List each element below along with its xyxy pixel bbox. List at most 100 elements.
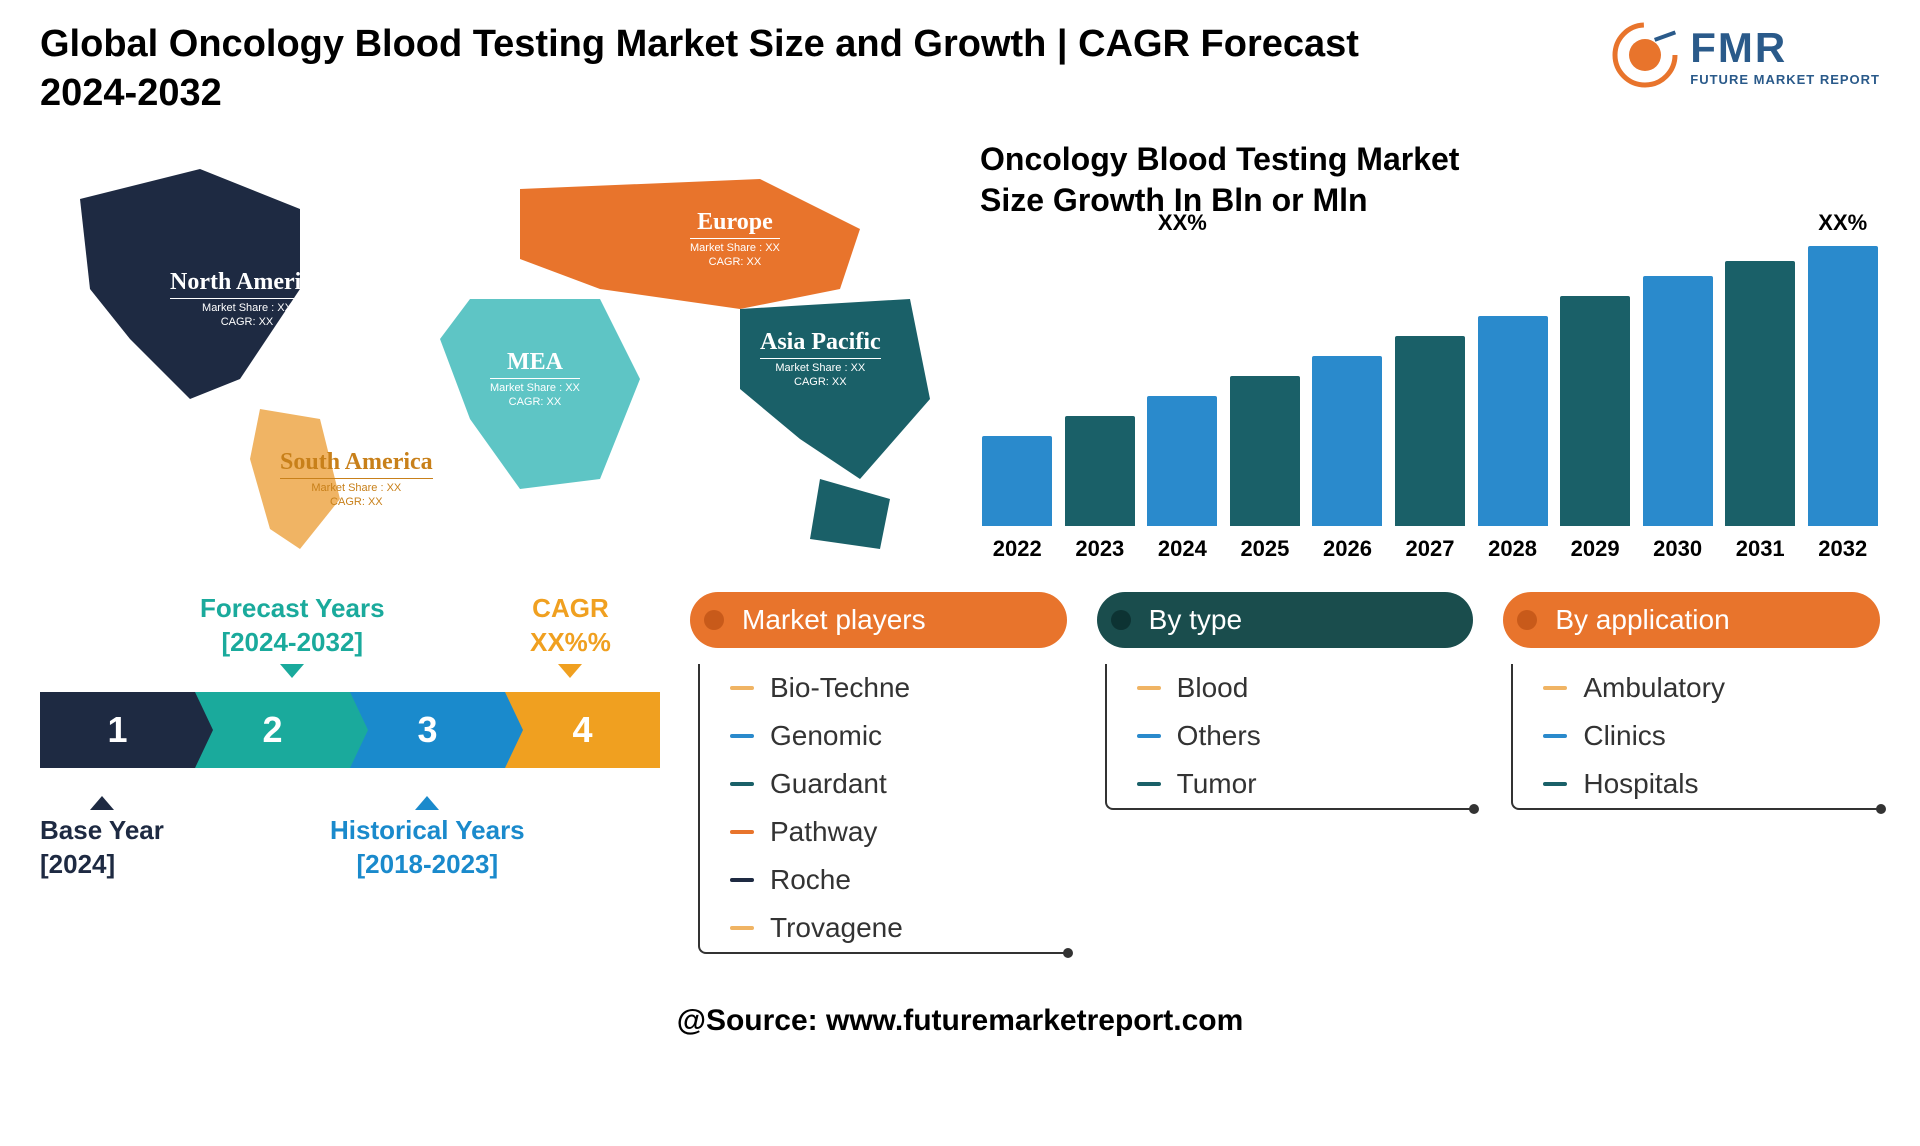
category-dash-icon bbox=[730, 926, 754, 930]
category-dash-icon bbox=[1137, 734, 1161, 738]
category-dash-icon bbox=[730, 782, 754, 786]
bar-col: 2030 bbox=[1640, 246, 1715, 562]
chart-bar bbox=[1230, 376, 1300, 526]
category-dash-icon bbox=[730, 878, 754, 882]
category-dash-icon bbox=[1543, 734, 1567, 738]
category-list: Bio-Techne Genomic Guardant Pathway Roche Tro… bbox=[698, 664, 1067, 954]
region-label-na: North America Market Share : XX CAGR: XX bbox=[170, 269, 324, 330]
bar-year-label: 2030 bbox=[1653, 536, 1702, 562]
region-label-ap: Asia Pacific Market Share : XX CAGR: XX bbox=[760, 329, 881, 390]
category-dash-icon bbox=[730, 734, 754, 738]
category-item: Clinics bbox=[1543, 712, 1880, 760]
category-item: Trovagene bbox=[730, 904, 1067, 952]
chart-bar bbox=[1147, 396, 1217, 526]
category-item-label: Trovagene bbox=[770, 912, 903, 944]
category-item: Roche bbox=[730, 856, 1067, 904]
category-item: Hospitals bbox=[1543, 760, 1880, 808]
category-dash-icon bbox=[730, 686, 754, 690]
page-title: Global Oncology Blood Testing Market Siz… bbox=[40, 20, 1440, 119]
bar-year-label: 2027 bbox=[1406, 536, 1455, 562]
bar-year-label: 2028 bbox=[1488, 536, 1537, 562]
category-item: Blood bbox=[1137, 664, 1474, 712]
bar-year-label: 2032 bbox=[1818, 536, 1867, 562]
bar-col: 2031 bbox=[1723, 246, 1798, 562]
category-item: Guardant bbox=[730, 760, 1067, 808]
bar-top-label: XX% bbox=[1818, 210, 1867, 236]
category-header: By type bbox=[1097, 592, 1474, 648]
world-map: North America Market Share : XX CAGR: XX… bbox=[40, 139, 940, 559]
logo-text-sub: FUTURE MARKET REPORT bbox=[1690, 72, 1880, 87]
category-item-label: Genomic bbox=[770, 720, 882, 752]
category-dash-icon bbox=[1543, 782, 1567, 786]
category-item: Others bbox=[1137, 712, 1474, 760]
category-item-label: Ambulatory bbox=[1583, 672, 1725, 704]
label-historical: Historical Years [2018-2023] bbox=[330, 792, 525, 882]
bar-top-label: XX% bbox=[1158, 210, 1207, 236]
category-dash-icon bbox=[1543, 686, 1567, 690]
bar-col: 2029 bbox=[1558, 246, 1633, 562]
source-text: @Source: www.futuremarketreport.com bbox=[40, 1004, 1880, 1038]
bar-col: 2028 bbox=[1475, 246, 1550, 562]
chart-bar bbox=[1395, 336, 1465, 526]
category-dash-icon bbox=[1137, 782, 1161, 786]
category-column: Market players Bio-Techne Genomic Guardant P… bbox=[690, 592, 1067, 954]
timeline-step-2: 2 bbox=[195, 692, 350, 768]
category-item-label: Tumor bbox=[1177, 768, 1257, 800]
category-item-label: Pathway bbox=[770, 816, 877, 848]
timeline-step-3: 3 bbox=[350, 692, 505, 768]
category-item-label: Blood bbox=[1177, 672, 1249, 704]
bar-col: XX%2032 bbox=[1805, 246, 1880, 562]
region-label-mea: MEA Market Share : XX CAGR: XX bbox=[490, 349, 580, 410]
category-item: Ambulatory bbox=[1543, 664, 1880, 712]
bar-col: 2026 bbox=[1310, 246, 1385, 562]
bar-year-label: 2023 bbox=[1075, 536, 1124, 562]
bar-year-label: 2024 bbox=[1158, 536, 1207, 562]
category-list: Ambulatory Clinics Hospitals bbox=[1511, 664, 1880, 810]
timeline-step-4: 4 bbox=[505, 692, 660, 768]
bar-year-label: 2025 bbox=[1240, 536, 1289, 562]
category-dash-icon bbox=[1137, 686, 1161, 690]
category-header: By application bbox=[1503, 592, 1880, 648]
chart-title: Oncology Blood Testing Market Size Growt… bbox=[980, 139, 1460, 222]
category-item-label: Roche bbox=[770, 864, 851, 896]
bar-col: 2025 bbox=[1228, 246, 1303, 562]
logo-text-main: FMR bbox=[1690, 24, 1880, 72]
chart-bar bbox=[1312, 356, 1382, 526]
category-item: Bio-Techne bbox=[730, 664, 1067, 712]
bar-year-label: 2031 bbox=[1736, 536, 1785, 562]
category-item: Genomic bbox=[730, 712, 1067, 760]
chart-bar bbox=[1478, 316, 1548, 526]
category-item-label: Others bbox=[1177, 720, 1261, 752]
logo-icon bbox=[1610, 20, 1680, 90]
timeline-step-1: 1 bbox=[40, 692, 195, 768]
category-item-label: Clinics bbox=[1583, 720, 1665, 752]
chart-bar bbox=[1560, 296, 1630, 526]
label-forecast: Forecast Years [2024-2032] bbox=[200, 592, 385, 682]
bar-chart: 20222023XX%20242025202620272028202920302… bbox=[980, 242, 1880, 562]
label-base: Base Year [2024] bbox=[40, 792, 164, 882]
bar-col: 2023 bbox=[1063, 246, 1138, 562]
category-list: Blood Others Tumor bbox=[1105, 664, 1474, 810]
category-dash-icon bbox=[730, 830, 754, 834]
logo: FMR FUTURE MARKET REPORT bbox=[1610, 20, 1880, 90]
region-label-sa: South America Market Share : XX CAGR: XX bbox=[280, 449, 433, 510]
category-header: Market players bbox=[690, 592, 1067, 648]
category-column: By type Blood Others Tumor bbox=[1097, 592, 1474, 954]
category-item: Tumor bbox=[1137, 760, 1474, 808]
bar-year-label: 2029 bbox=[1571, 536, 1620, 562]
bar-year-label: 2026 bbox=[1323, 536, 1372, 562]
chart-bar bbox=[1065, 416, 1135, 526]
bar-chart-section: Oncology Blood Testing Market Size Growt… bbox=[980, 139, 1880, 562]
chart-bar bbox=[1725, 261, 1795, 526]
categories: Market players Bio-Techne Genomic Guardant P… bbox=[690, 592, 1880, 954]
category-item-label: Bio-Techne bbox=[770, 672, 910, 704]
timeline-section: Forecast Years [2024-2032] CAGR XX%% 1 2… bbox=[40, 592, 660, 768]
bar-col: 2027 bbox=[1393, 246, 1468, 562]
category-column: By application Ambulatory Clinics Hospitals bbox=[1503, 592, 1880, 954]
bar-year-label: 2022 bbox=[993, 536, 1042, 562]
chart-bar bbox=[1643, 276, 1713, 526]
category-item-label: Hospitals bbox=[1583, 768, 1698, 800]
bar-col: 2022 bbox=[980, 246, 1055, 562]
region-label-eu: Europe Market Share : XX CAGR: XX bbox=[690, 209, 780, 270]
chart-bar bbox=[1808, 246, 1878, 526]
